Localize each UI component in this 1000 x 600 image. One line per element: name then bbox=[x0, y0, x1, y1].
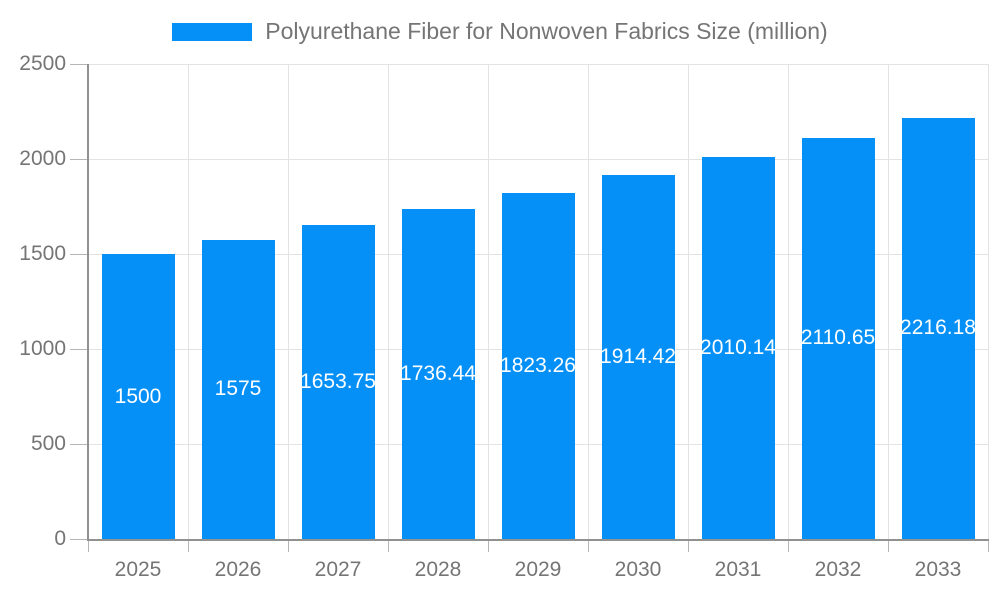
y-axis-tick bbox=[70, 444, 88, 445]
bar[interactable]: 1575 bbox=[201, 239, 275, 539]
y-tick-label: 1000 bbox=[19, 337, 66, 360]
x-tick-label: 2028 bbox=[414, 558, 462, 581]
bar[interactable]: 2216.18 bbox=[901, 117, 975, 539]
x-axis-tick bbox=[388, 539, 389, 552]
gridline-vertical bbox=[188, 64, 189, 539]
x-axis-tick bbox=[588, 539, 589, 552]
bar-value-label: 1823.26 bbox=[501, 353, 575, 377]
bar[interactable]: 1914.42 bbox=[601, 175, 675, 539]
y-axis-tick bbox=[70, 254, 88, 255]
gridline-vertical bbox=[788, 64, 789, 539]
x-tick-label: 2032 bbox=[814, 558, 862, 581]
gridline-vertical bbox=[888, 64, 889, 539]
y-tick-label: 0 bbox=[54, 527, 66, 550]
gridline-vertical bbox=[688, 64, 689, 539]
bar[interactable]: 2110.65 bbox=[801, 137, 875, 539]
x-tick-label: 2029 bbox=[514, 558, 562, 581]
bar-value-label: 1575 bbox=[214, 377, 262, 401]
bar-value-label: 2110.65 bbox=[801, 326, 875, 350]
x-axis-tick bbox=[288, 539, 289, 552]
y-tick-label: 2000 bbox=[19, 147, 66, 170]
bar[interactable]: 2010.14 bbox=[701, 157, 775, 539]
gridline-vertical bbox=[588, 64, 589, 539]
gridline-horizontal bbox=[88, 64, 988, 65]
x-tick-label: 2025 bbox=[114, 558, 162, 581]
y-tick-label: 2500 bbox=[19, 52, 66, 75]
y-axis-tick bbox=[70, 64, 88, 65]
bar-value-label: 1653.75 bbox=[301, 369, 375, 393]
bar[interactable]: 1823.26 bbox=[501, 192, 575, 539]
gridline-horizontal bbox=[88, 159, 988, 160]
x-tick-label: 2027 bbox=[314, 558, 362, 581]
x-axis-tick bbox=[888, 539, 889, 552]
x-tick-label: 2026 bbox=[214, 558, 262, 581]
x-tick-label: 2030 bbox=[614, 558, 662, 581]
bar[interactable]: 1736.44 bbox=[401, 209, 475, 539]
bar[interactable]: 1653.75 bbox=[301, 224, 375, 539]
x-tick-label: 2031 bbox=[714, 558, 762, 581]
y-axis-tick bbox=[70, 349, 88, 350]
bar[interactable]: 1500 bbox=[101, 254, 175, 539]
y-axis-line bbox=[87, 64, 89, 541]
x-axis-tick bbox=[688, 539, 689, 552]
gridline-vertical bbox=[488, 64, 489, 539]
x-axis-tick bbox=[988, 539, 989, 552]
y-axis-tick bbox=[70, 159, 88, 160]
bar-value-label: 1914.42 bbox=[601, 345, 675, 369]
bar-value-label: 2216.18 bbox=[901, 316, 975, 340]
x-axis-line bbox=[87, 539, 989, 541]
gridline-vertical bbox=[388, 64, 389, 539]
x-axis-tick bbox=[488, 539, 489, 552]
y-tick-label: 500 bbox=[30, 432, 66, 455]
x-axis-tick bbox=[188, 539, 189, 552]
legend-label: Polyurethane Fiber for Nonwoven Fabrics … bbox=[265, 18, 828, 44]
gridline-vertical bbox=[988, 64, 989, 539]
bar-value-label: 1736.44 bbox=[401, 362, 475, 386]
legend[interactable]: Polyurethane Fiber for Nonwoven Fabrics … bbox=[0, 18, 1000, 45]
y-tick-label: 1500 bbox=[19, 242, 66, 265]
x-axis-tick bbox=[788, 539, 789, 552]
y-axis-tick bbox=[70, 539, 88, 540]
legend-swatch-icon bbox=[172, 22, 253, 41]
gridline-vertical bbox=[288, 64, 289, 539]
bar-value-label: 1500 bbox=[114, 384, 162, 408]
x-tick-label: 2033 bbox=[914, 558, 962, 581]
bar-value-label: 2010.14 bbox=[701, 336, 775, 360]
x-axis-tick bbox=[88, 539, 89, 552]
